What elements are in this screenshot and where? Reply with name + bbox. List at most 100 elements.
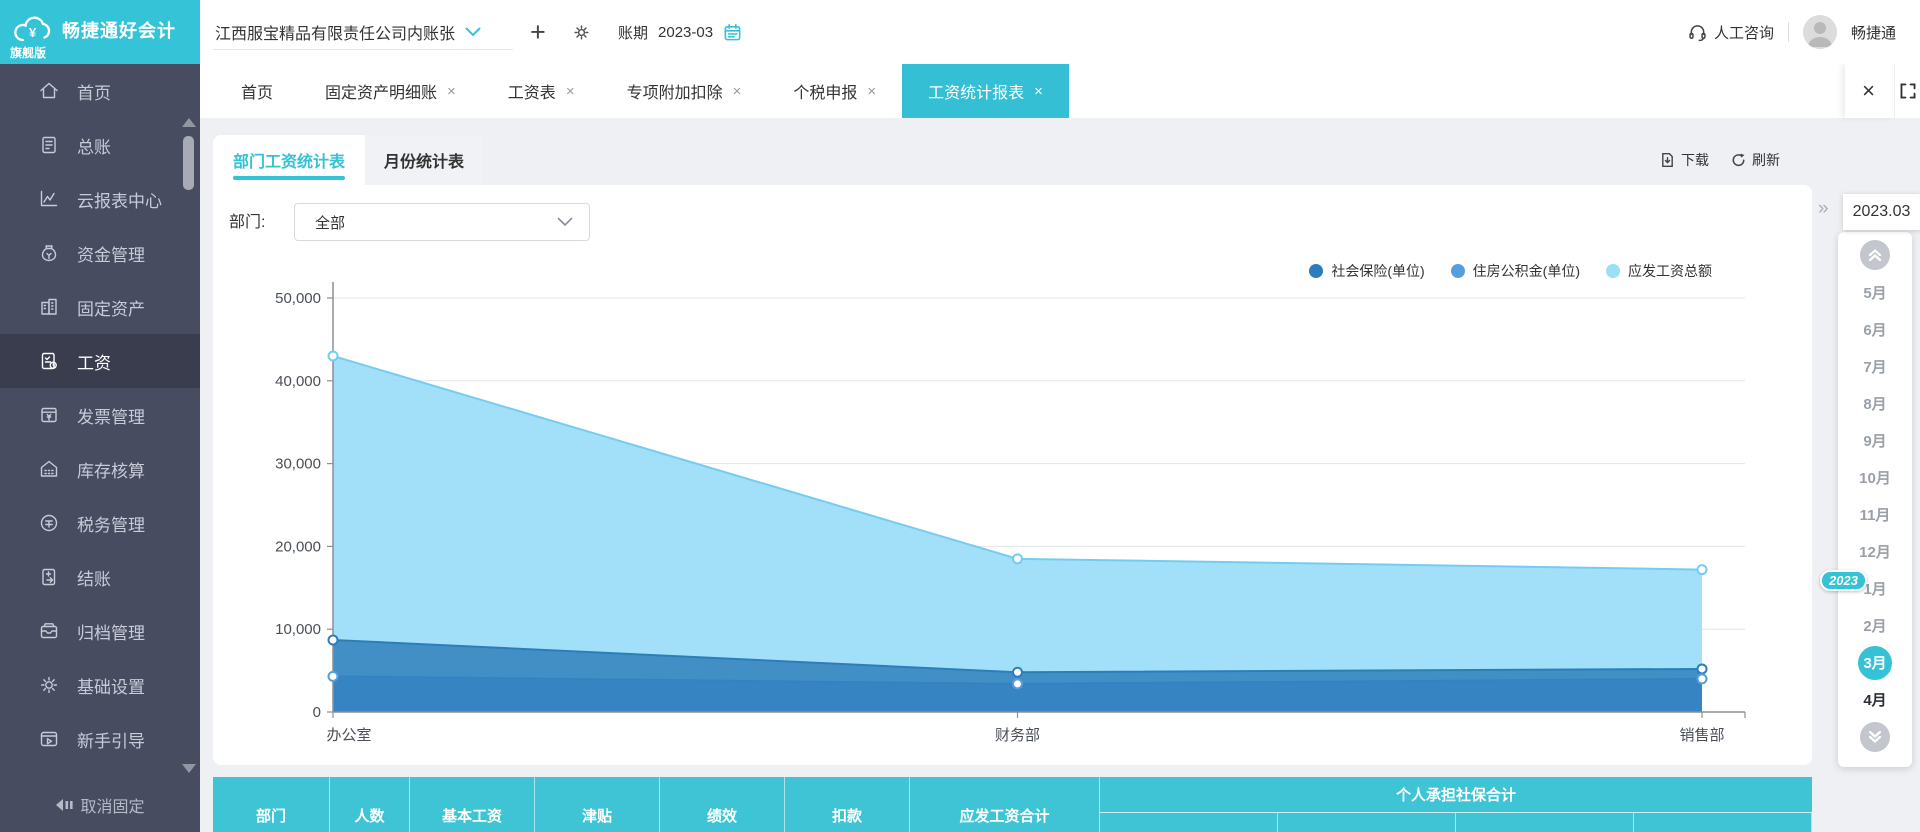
months-scroll-up-button[interactable] [1860, 240, 1890, 270]
human-support-button[interactable]: 人工咨询 [1688, 22, 1774, 43]
svg-text:10,000: 10,000 [275, 621, 321, 638]
close-icon[interactable]: × [1034, 82, 1043, 100]
window-tab-2[interactable]: 固定资产明细账 × [299, 64, 482, 118]
month-label: 3月 [1858, 645, 1892, 680]
company-selector[interactable]: 江西服宝精品有限责任公司内账张 [215, 0, 481, 64]
month-item-11月[interactable]: 11月 [1838, 496, 1912, 533]
month-item-9月[interactable]: 9月 [1838, 422, 1912, 459]
salary-table-header: 部门 人数 基本工资 津贴 绩效 扣款 应发工资合计 个人承担社保合计 [213, 777, 1812, 832]
refresh-button[interactable]: 刷新 [1731, 150, 1780, 170]
month-item-10月[interactable]: 10月 [1838, 459, 1912, 496]
table-header-4[interactable]: 津贴 [535, 777, 660, 832]
month-item-5月[interactable]: 5月 [1838, 274, 1912, 311]
table-header-7[interactable]: 应发工资合计 [910, 777, 1100, 832]
sidebar-item-4[interactable]: 资金管理 [0, 226, 200, 280]
window-tab-6[interactable]: 工资统计报表 × [902, 64, 1069, 118]
unpin-sidebar-button[interactable]: 取消固定 [0, 788, 200, 822]
close-icon[interactable]: × [565, 82, 575, 100]
download-button[interactable]: 下载 [1660, 150, 1709, 170]
month-item-4月[interactable]: 4月 [1838, 681, 1912, 718]
sidebar-item-2[interactable]: 总账 [0, 118, 200, 172]
month-item-7月[interactable]: 7月 [1838, 348, 1912, 385]
svg-text:0: 0 [313, 704, 321, 721]
sidebar-item-1[interactable]: 首页 [0, 64, 200, 118]
window-tab-4[interactable]: 专项附加扣除 × [601, 64, 768, 118]
sidebar-item-8[interactable]: 库存核算 [0, 442, 200, 496]
sidebar-scrollbar-thumb[interactable] [183, 136, 194, 190]
month-item-12月[interactable]: 12月 [1838, 533, 1912, 570]
sidebar-item-11[interactable]: 归档管理 [0, 604, 200, 658]
sidebar-scroll-up-icon[interactable] [182, 118, 196, 127]
sidebar-scroll-down-icon[interactable] [182, 764, 196, 773]
sidebar-item-label: 总账 [77, 137, 111, 157]
table-header-5[interactable]: 绩效 [660, 777, 785, 832]
table-header-group-label[interactable]: 个人承担社保合计 [1100, 777, 1812, 813]
sidebar-item-3[interactable]: 云报表中心 [0, 172, 200, 226]
brand-logo[interactable]: ¥ 畅捷通好会计 旗舰版 [0, 0, 200, 64]
month-label: 12月 [1859, 544, 1891, 561]
current-period-box[interactable]: 2023.03 [1843, 194, 1920, 230]
close-icon[interactable]: × [867, 82, 877, 100]
close-tab-button[interactable]: × [1845, 64, 1892, 118]
salary-area-chart[interactable]: 0 10,000 20,000 30,000 40,000 50,000 办公室 财务部 销售部 [213, 240, 1812, 760]
window-tab-5[interactable]: 个税申报 × [767, 64, 902, 118]
table-header-1[interactable]: 部门 [213, 777, 330, 832]
month-item-1月[interactable]: 1月 [1838, 570, 1912, 607]
month-item-8月[interactable]: 8月 [1838, 385, 1912, 422]
legend-item-1[interactable]: 社会保险(单位) [1309, 261, 1425, 281]
report-card: 部门: 全部 社会保险(单位) 住房公积金(单位) 应发工资总额 0 10,000 20… [213, 185, 1812, 765]
month-label: 6月 [1863, 322, 1887, 339]
gear-icon[interactable] [572, 0, 591, 64]
sidebar-item-label: 税务管理 [77, 515, 145, 535]
sidebar-item-13[interactable]: 新手引导 [0, 712, 200, 766]
user-name[interactable]: 畅捷通 [1850, 24, 1896, 42]
table-subcolumn-1[interactable] [1100, 813, 1278, 832]
table-subcolumn-2[interactable] [1278, 813, 1456, 832]
ledger-icon [42, 136, 56, 154]
sidebar-item-9[interactable]: 税务管理 [0, 496, 200, 550]
legend-label: 住房公积金(单位) [1472, 263, 1580, 279]
close-icon[interactable]: × [447, 82, 456, 100]
month-item-6月[interactable]: 6月 [1838, 311, 1912, 348]
tax-icon [40, 514, 58, 532]
sidebar-item-label: 归档管理 [77, 623, 145, 643]
double-chevron-down-icon [1868, 730, 1882, 743]
rail-collapse-icon[interactable]: » [1818, 198, 1829, 219]
legend-item-3[interactable]: 应发工资总额 [1606, 261, 1712, 281]
add-account-button[interactable]: + [530, 16, 546, 47]
department-select-value: 全部 [315, 214, 346, 232]
table-header-3[interactable]: 基本工资 [410, 777, 535, 832]
fullscreen-icon[interactable] [1894, 64, 1920, 118]
table-header-6[interactable]: 扣款 [785, 777, 910, 832]
sidebar-item-6[interactable]: 工资 [0, 334, 200, 388]
department-select[interactable]: 全部 [294, 203, 590, 241]
svg-text:财务部: 财务部 [995, 727, 1040, 744]
window-tab-3[interactable]: 工资表 × [482, 64, 601, 118]
legend-dot [1606, 264, 1620, 278]
tab-month-report[interactable]: 月份统计表 [365, 135, 483, 185]
period-value[interactable]: 2023-03 [658, 23, 714, 41]
legend-item-2[interactable]: 住房公积金(单位) [1450, 261, 1580, 281]
calendar-icon[interactable] [723, 23, 742, 42]
month-label: 11月 [1859, 507, 1891, 524]
table-subcolumn-4[interactable] [1634, 813, 1812, 832]
tab-department-salary-report[interactable]: 部门工资统计表 [213, 135, 365, 185]
months-scroll-down-button[interactable] [1860, 722, 1890, 752]
month-label: 7月 [1863, 359, 1887, 376]
month-item-2月[interactable]: 2月 [1838, 607, 1912, 644]
double-chevron-up-icon [1868, 249, 1882, 262]
table-subcolumn-3[interactable] [1456, 813, 1634, 832]
sidebar-item-7[interactable]: 发票管理 [0, 388, 200, 442]
avatar[interactable] [1802, 15, 1837, 49]
close-icon[interactable]: × [732, 82, 742, 100]
sidebar-item-12[interactable]: 基础设置 [0, 658, 200, 712]
month-item-3月[interactable]: 3月 [1838, 644, 1912, 681]
sidebar-item-10[interactable]: 结账 [0, 550, 200, 604]
month-rail: 5月 6月 7月 8月 9月 10月 11月 12月 1月 2月 3月 4月 [1838, 232, 1912, 767]
sidebar-item-label: 资金管理 [77, 245, 145, 265]
table-header-2[interactable]: 人数 [330, 777, 410, 832]
sidebar-item-5[interactable]: 固定资产 [0, 280, 200, 334]
company-name: 江西服宝精品有限责任公司内账张 [215, 26, 456, 43]
window-tab-1[interactable]: 首页 [215, 64, 299, 118]
